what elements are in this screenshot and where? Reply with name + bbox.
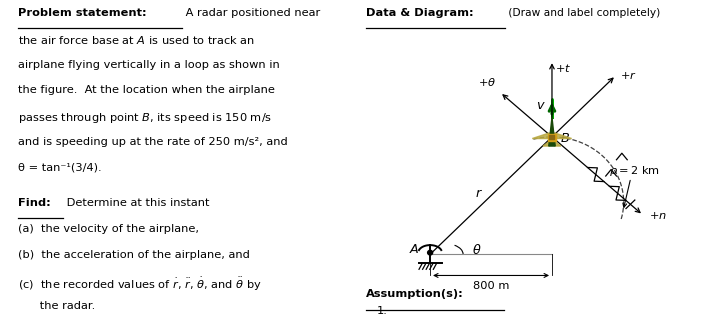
Text: $v$: $v$ bbox=[536, 99, 545, 112]
Text: Determine at this instant: Determine at this instant bbox=[63, 198, 210, 208]
Text: $+t$: $+t$ bbox=[555, 62, 571, 74]
Polygon shape bbox=[543, 140, 552, 146]
Polygon shape bbox=[532, 133, 572, 139]
Text: (a)  the velocity of the airplane,: (a) the velocity of the airplane, bbox=[18, 224, 199, 234]
Text: the figure.  At the location when the airplane: the figure. At the location when the air… bbox=[18, 85, 275, 96]
Polygon shape bbox=[548, 134, 555, 141]
Text: the radar.: the radar. bbox=[18, 301, 96, 311]
Text: $+n$: $+n$ bbox=[649, 210, 667, 221]
Text: 1.: 1. bbox=[376, 306, 387, 317]
Text: θ = tan⁻¹(3/4).: θ = tan⁻¹(3/4). bbox=[18, 163, 101, 173]
Text: (b)  the acceleration of the airplane, and: (b) the acceleration of the airplane, an… bbox=[18, 250, 250, 260]
Polygon shape bbox=[549, 117, 555, 146]
Text: and is speeding up at the rate of 250 m/s², and: and is speeding up at the rate of 250 m/… bbox=[18, 137, 287, 147]
Text: A radar positioned near: A radar positioned near bbox=[182, 8, 321, 18]
Text: $r$: $r$ bbox=[474, 187, 482, 200]
Circle shape bbox=[428, 250, 433, 255]
Text: 800 m: 800 m bbox=[473, 281, 509, 291]
Polygon shape bbox=[550, 135, 555, 139]
Text: (Draw and label completely): (Draw and label completely) bbox=[505, 8, 660, 18]
Text: $\rho = 2\ \mathrm{km}$: $\rho = 2\ \mathrm{km}$ bbox=[609, 164, 660, 178]
Polygon shape bbox=[552, 140, 561, 146]
Text: $+\theta$: $+\theta$ bbox=[478, 76, 496, 88]
Text: the air force base at $A$ is used to track an: the air force base at $A$ is used to tra… bbox=[18, 34, 255, 46]
Text: Data & Diagram:: Data & Diagram: bbox=[366, 8, 473, 18]
Text: airplane flying vertically in a loop as shown in: airplane flying vertically in a loop as … bbox=[18, 60, 279, 70]
Text: $\theta$: $\theta$ bbox=[472, 244, 481, 257]
Text: Assumption(s):: Assumption(s): bbox=[366, 289, 463, 299]
Text: $A$: $A$ bbox=[409, 243, 419, 256]
Text: passes through point $B$, its speed is 150 m/s: passes through point $B$, its speed is 1… bbox=[18, 111, 272, 125]
Text: $B$: $B$ bbox=[560, 132, 570, 145]
Text: Problem statement:: Problem statement: bbox=[18, 8, 147, 18]
Text: Find:: Find: bbox=[18, 198, 51, 208]
Text: (c)  the recorded values of $\dot{r}$, $\ddot{r}$, $\dot{\theta}$, and $\ddot{\t: (c) the recorded values of $\dot{r}$, $\… bbox=[18, 275, 261, 293]
Text: $+r$: $+r$ bbox=[620, 70, 637, 81]
